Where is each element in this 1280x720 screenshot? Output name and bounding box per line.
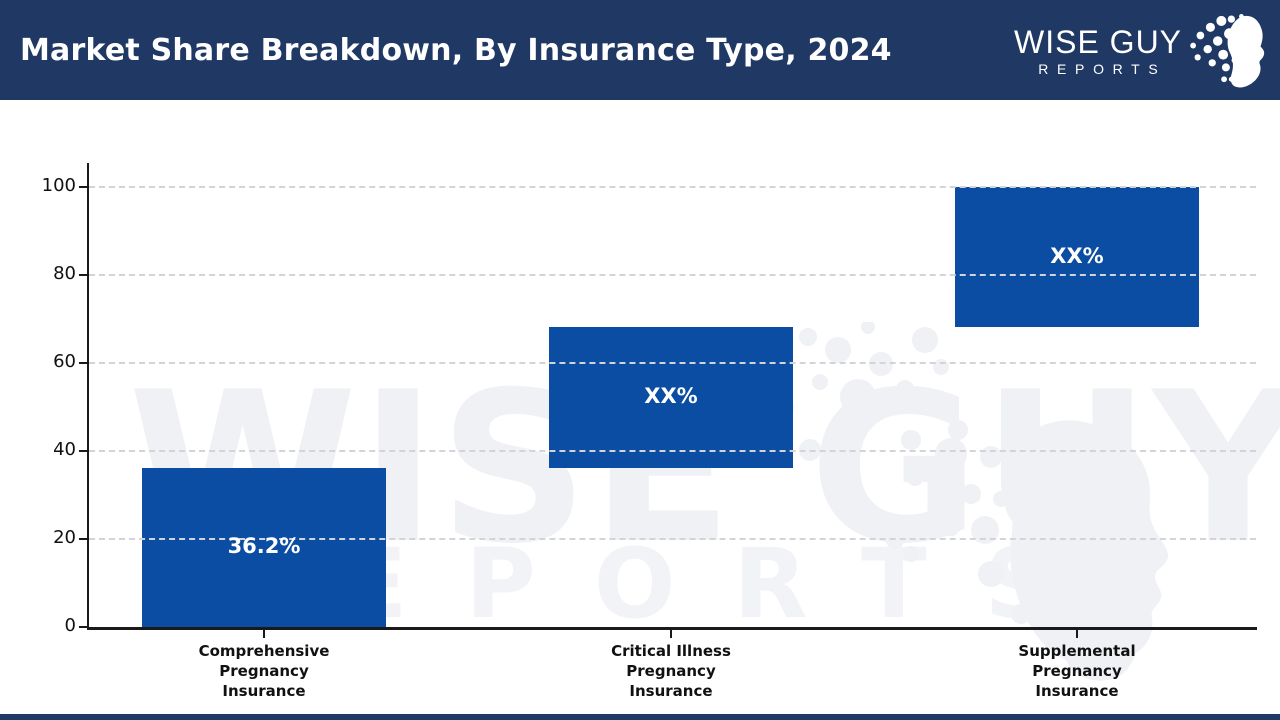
gridline xyxy=(89,362,1256,364)
x-category-line: Comprehensive xyxy=(198,642,330,660)
bar xyxy=(142,467,386,627)
y-tick-label: 20 xyxy=(53,527,76,548)
y-tick-mark xyxy=(79,626,88,628)
x-category-line: Pregnancy xyxy=(1032,662,1122,680)
logo-wordmark: WISE GUY xyxy=(1014,24,1183,60)
gridline xyxy=(89,274,1256,276)
y-tick-label: 0 xyxy=(64,615,76,636)
logo-text: WISE GUY REPORTS xyxy=(1014,25,1182,77)
y-tick-label: 80 xyxy=(53,263,76,284)
logo-subtitle: REPORTS xyxy=(1038,61,1167,77)
x-category-label: Supplemental Pregnancy Insurance xyxy=(927,641,1227,701)
x-category-label: Critical Illness Pregnancy Insurance xyxy=(521,641,821,701)
wiseguy-face-icon xyxy=(1190,14,1265,88)
x-category-line: Pregnancy xyxy=(219,662,309,680)
footer-strip xyxy=(0,714,1280,720)
x-axis-spine xyxy=(87,627,1257,630)
y-tick-mark xyxy=(79,186,88,188)
header-bar: Market Share Breakdown, By Insurance Typ… xyxy=(0,0,1280,100)
x-tick-mark xyxy=(263,630,265,638)
y-tick-mark xyxy=(79,362,88,364)
x-category-line: Critical Illness xyxy=(611,642,731,660)
gridline xyxy=(89,450,1256,452)
x-tick-mark xyxy=(1076,630,1078,638)
wiseguy-logo: WISE GUY REPORTS xyxy=(1014,6,1274,96)
y-tick-mark xyxy=(79,274,88,276)
y-tick-label: 60 xyxy=(53,351,76,372)
bar xyxy=(955,187,1199,327)
chart-area: WISE GUY REPORTS xyxy=(0,100,1280,714)
bar-value-label: XX% xyxy=(644,384,698,409)
gridline xyxy=(89,186,1256,188)
x-category-line: Insurance xyxy=(629,682,713,700)
y-tick-label: 40 xyxy=(53,439,76,460)
x-category-line: Insurance xyxy=(222,682,306,700)
y-tick-label: 100 xyxy=(41,175,76,196)
y-tick-mark xyxy=(79,538,88,540)
bar xyxy=(549,326,793,468)
x-category-line: Supplemental xyxy=(1018,642,1136,660)
y-tick-mark xyxy=(79,450,88,452)
x-category-line: Insurance xyxy=(1035,682,1119,700)
bar-value-label: XX% xyxy=(1050,243,1104,268)
gridline xyxy=(89,538,1256,540)
page-title: Market Share Breakdown, By Insurance Typ… xyxy=(20,32,892,68)
x-category-line: Pregnancy xyxy=(626,662,716,680)
bar-value-label: 36.2% xyxy=(227,534,301,559)
y-axis-spine xyxy=(87,163,89,629)
x-category-label: Comprehensive Pregnancy Insurance xyxy=(114,641,414,701)
x-tick-mark xyxy=(670,630,672,638)
